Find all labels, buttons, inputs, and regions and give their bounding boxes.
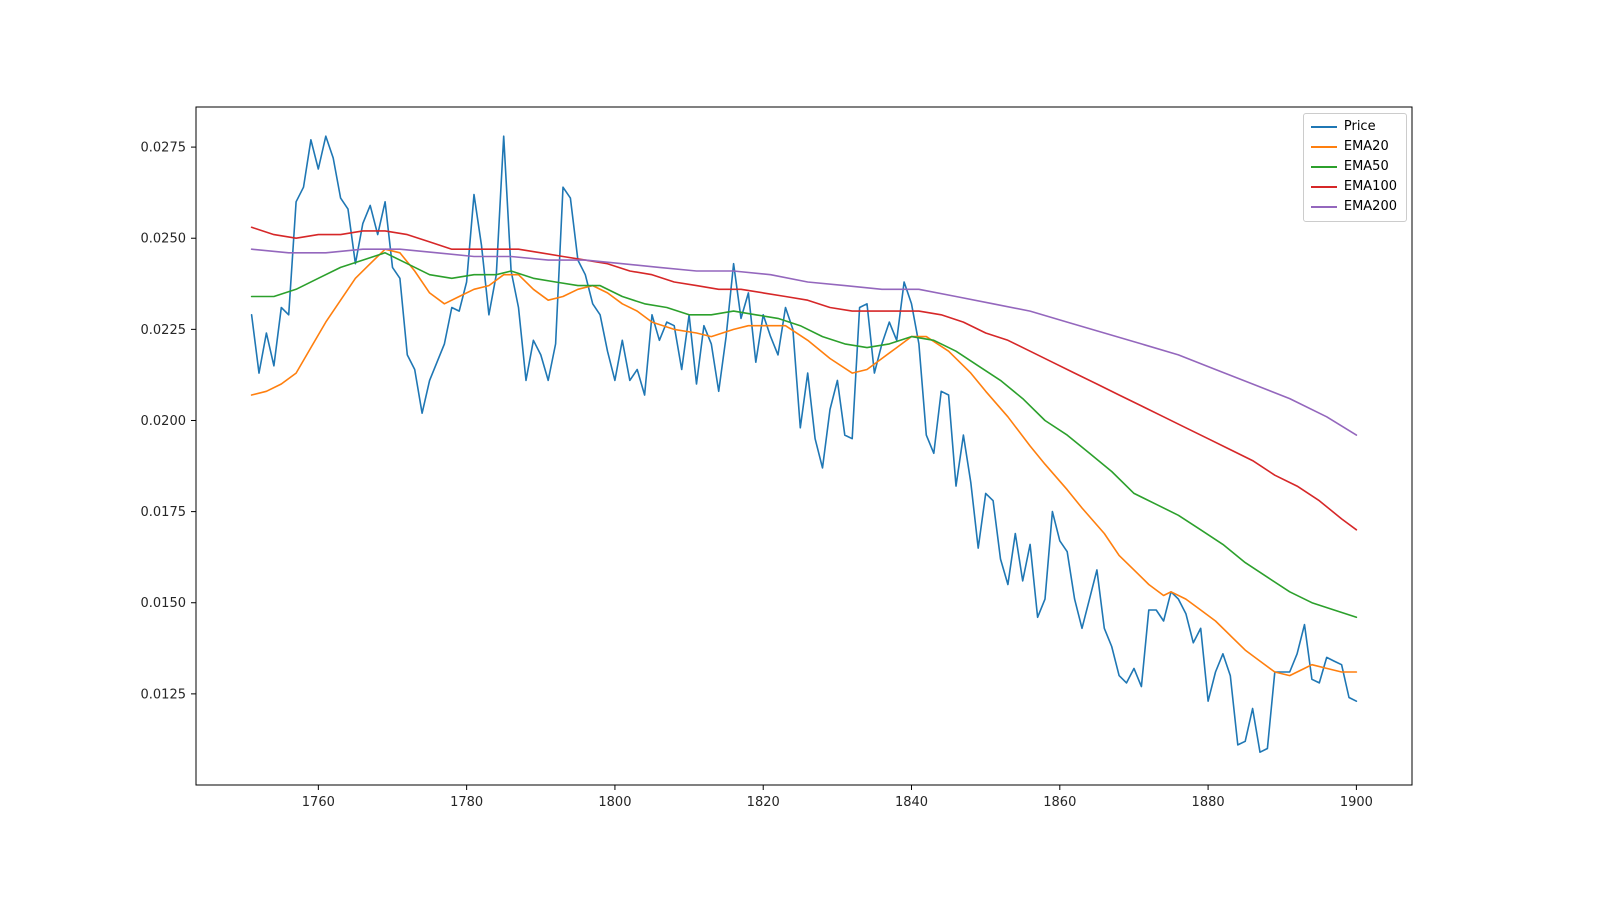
- x-tick-label: 1880: [1192, 795, 1225, 810]
- legend-label-ema200: EMA200: [1343, 199, 1397, 214]
- legend-entry-ema100: EMA100: [1310, 179, 1397, 195]
- legend-label-price: Price: [1343, 119, 1376, 134]
- ema50-line: [250, 252, 1358, 619]
- legend-entry-ema200: EMA200: [1310, 199, 1397, 215]
- ema100-line: [250, 226, 1358, 531]
- legend-entry-ema50: EMA50: [1310, 159, 1397, 175]
- legend: Price EMA20 EMA50 EMA100 EMA200: [1302, 113, 1407, 222]
- y-tick-label: 0.0175: [141, 505, 187, 520]
- y-tick-label: 0.0200: [141, 414, 187, 429]
- x-tick-label: 1860: [1043, 795, 1076, 810]
- x-tick-label: 1780: [450, 795, 483, 810]
- y-tick-label: 0.0125: [141, 687, 187, 702]
- x-tick-label: 1840: [895, 795, 928, 810]
- legend-label-ema50: EMA50: [1343, 159, 1389, 174]
- y-tick-label: 0.0225: [141, 323, 187, 338]
- legend-line-sample-ema100: [1310, 186, 1337, 188]
- y-tick-label: 0.0250: [141, 232, 187, 247]
- legend-line-sample-ema20: [1310, 146, 1337, 148]
- legend-line-sample-ema50: [1310, 166, 1337, 168]
- ema20-line: [250, 248, 1358, 677]
- legend-label-ema20: EMA20: [1343, 139, 1389, 154]
- legend-entry-ema20: EMA20: [1310, 139, 1397, 155]
- x-tick-label: 1820: [747, 795, 780, 810]
- plot-area-border: [195, 106, 1413, 786]
- price-line: [250, 135, 1358, 754]
- ema200-line: [250, 248, 1358, 436]
- y-tick-label: 0.0150: [141, 596, 187, 611]
- y-tick-label: 0.0275: [141, 141, 187, 156]
- legend-entry-price: Price: [1310, 119, 1397, 135]
- legend-line-sample-price: [1310, 126, 1337, 128]
- legend-label-ema100: EMA100: [1343, 179, 1397, 194]
- x-tick-label: 1800: [598, 795, 631, 810]
- x-tick-label: 1900: [1340, 795, 1373, 810]
- legend-line-sample-ema200: [1310, 206, 1337, 208]
- x-tick-label: 1760: [302, 795, 335, 810]
